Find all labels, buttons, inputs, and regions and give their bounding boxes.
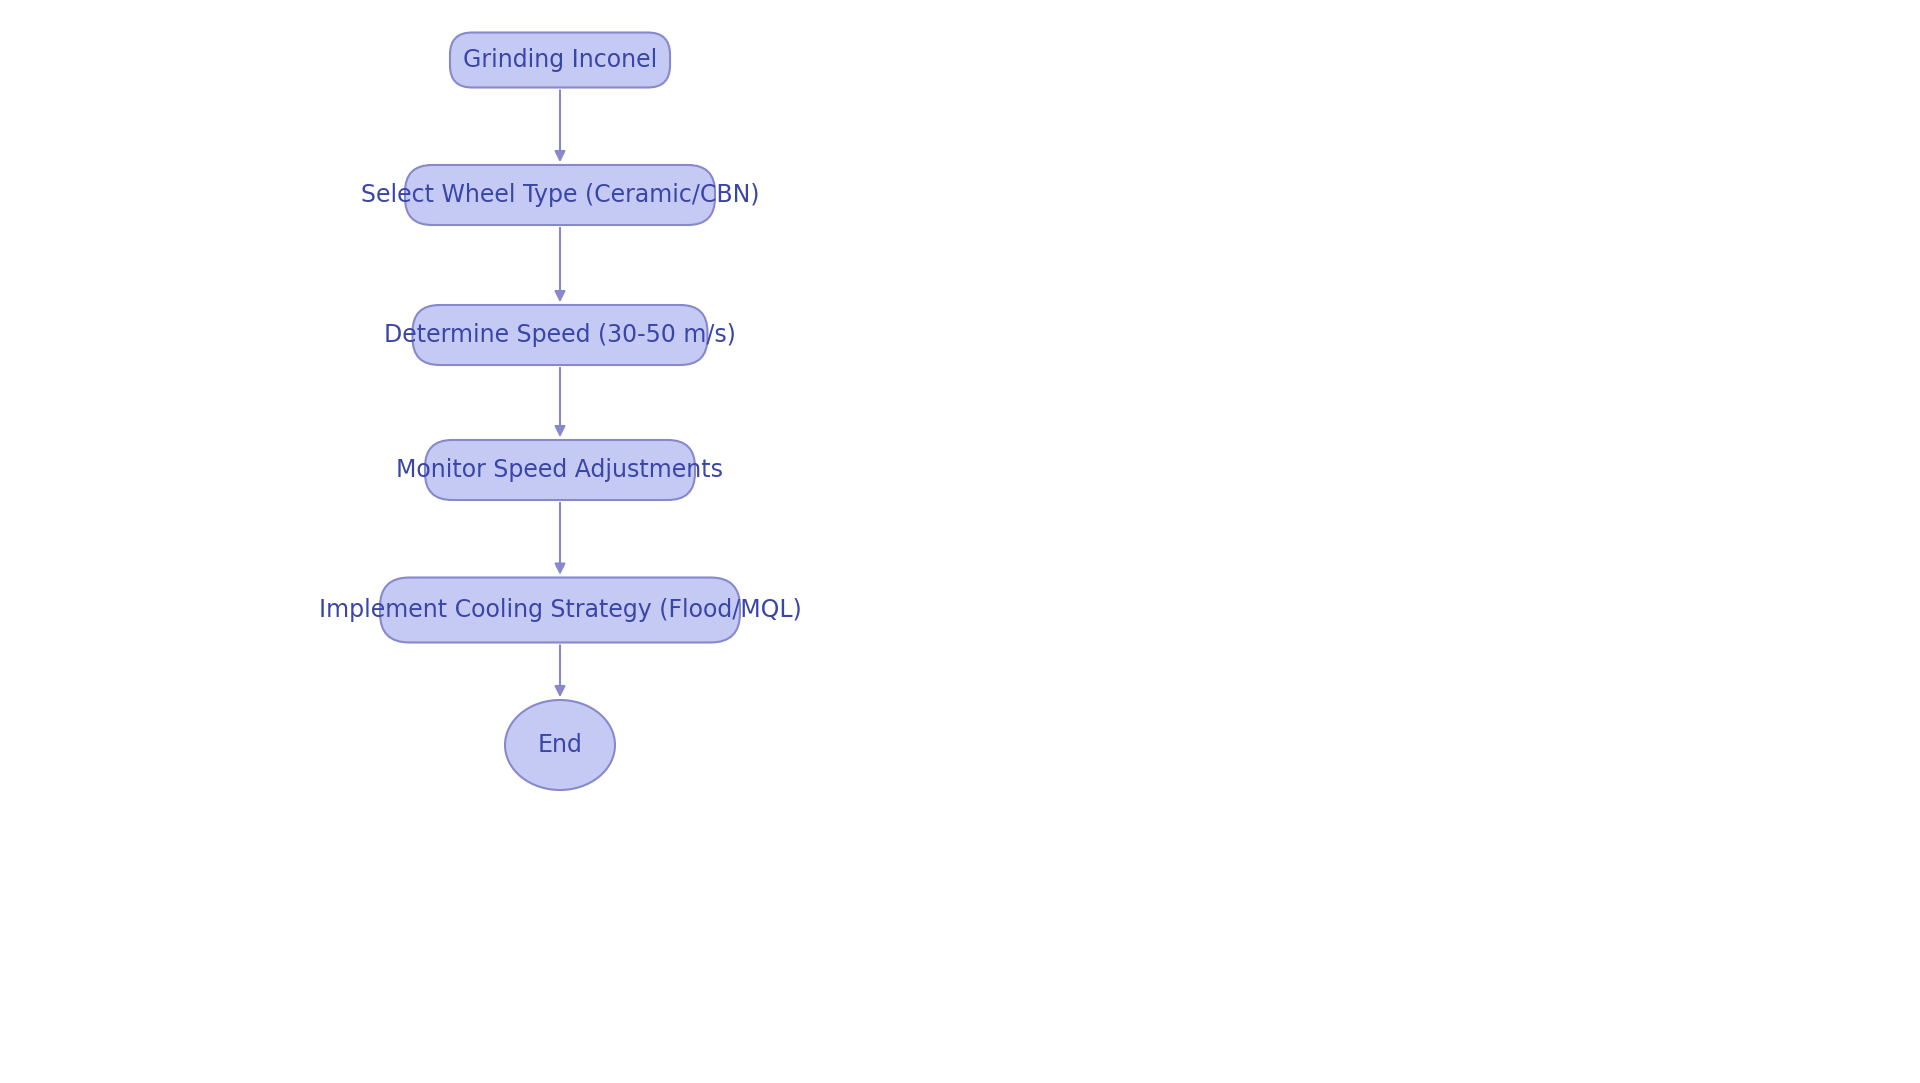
FancyBboxPatch shape [380, 577, 739, 642]
Text: Monitor Speed Adjustments: Monitor Speed Adjustments [397, 458, 724, 482]
FancyBboxPatch shape [424, 440, 695, 500]
Text: Determine Speed (30-50 m/s): Determine Speed (30-50 m/s) [384, 323, 735, 347]
Text: Grinding Inconel: Grinding Inconel [463, 48, 657, 71]
FancyBboxPatch shape [405, 165, 714, 225]
FancyBboxPatch shape [449, 32, 670, 88]
Text: End: End [538, 733, 582, 757]
FancyBboxPatch shape [413, 305, 707, 365]
Text: Select Wheel Type (Ceramic/CBN): Select Wheel Type (Ceramic/CBN) [361, 183, 758, 207]
Text: Implement Cooling Strategy (Flood/MQL): Implement Cooling Strategy (Flood/MQL) [319, 598, 801, 622]
Ellipse shape [505, 700, 614, 790]
